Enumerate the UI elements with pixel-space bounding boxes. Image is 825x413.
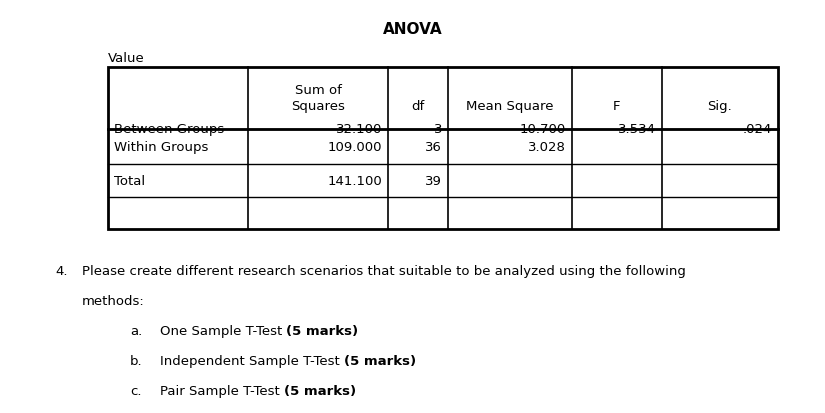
Text: 141.100: 141.100: [328, 175, 382, 188]
Text: Between Groups: Between Groups: [114, 123, 224, 136]
Text: F: F: [613, 100, 620, 113]
Text: Mean Square: Mean Square: [466, 100, 554, 113]
Text: Squares: Squares: [291, 100, 345, 113]
Text: methods:: methods:: [82, 294, 144, 307]
Text: Value: Value: [108, 52, 144, 65]
Text: Pair Sample T-Test: Pair Sample T-Test: [160, 384, 284, 397]
Text: 39: 39: [425, 175, 442, 188]
Text: b.: b.: [130, 354, 143, 367]
Text: 109.000: 109.000: [328, 141, 382, 154]
Text: Within Groups: Within Groups: [114, 141, 209, 154]
Text: 3.534: 3.534: [618, 123, 656, 136]
Text: 32.100: 32.100: [336, 123, 382, 136]
Text: (5 marks): (5 marks): [344, 354, 416, 367]
Text: 3: 3: [433, 123, 442, 136]
Text: Independent Sample T-Test: Independent Sample T-Test: [160, 354, 344, 367]
Text: 3.028: 3.028: [528, 141, 566, 154]
Text: c.: c.: [130, 384, 142, 397]
Text: Sum of: Sum of: [295, 84, 342, 97]
Text: df: df: [412, 100, 425, 113]
Text: One Sample T-Test: One Sample T-Test: [160, 324, 286, 337]
Text: a.: a.: [130, 324, 142, 337]
Text: 10.700: 10.700: [520, 123, 566, 136]
Text: ANOVA: ANOVA: [383, 22, 442, 37]
Text: Sig.: Sig.: [708, 100, 733, 113]
Bar: [108, 68, 778, 230]
Text: 36: 36: [425, 141, 442, 154]
Text: .024: .024: [742, 123, 772, 136]
Text: Total: Total: [114, 175, 145, 188]
Text: (5 marks): (5 marks): [286, 324, 359, 337]
Text: 4.: 4.: [55, 264, 68, 277]
Text: (5 marks): (5 marks): [284, 384, 356, 397]
Text: Please create different research scenarios that suitable to be analyzed using th: Please create different research scenari…: [82, 264, 686, 277]
